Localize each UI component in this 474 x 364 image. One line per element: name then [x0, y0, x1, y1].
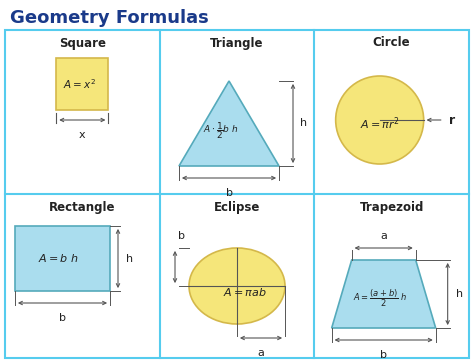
Text: $A = \dfrac{(a+b)}{2}\ h$: $A = \dfrac{(a+b)}{2}\ h$ — [353, 287, 407, 309]
Text: $A = x^2$: $A = x^2$ — [63, 77, 96, 91]
Text: a: a — [380, 231, 387, 241]
Text: b: b — [226, 188, 233, 198]
Text: b: b — [177, 231, 184, 241]
Text: b: b — [59, 313, 66, 323]
Text: Square: Square — [59, 36, 106, 50]
Text: Triangle: Triangle — [210, 36, 264, 50]
Text: b: b — [380, 350, 387, 360]
Text: x: x — [79, 130, 86, 140]
Text: h: h — [456, 289, 463, 299]
Text: Circle: Circle — [373, 36, 410, 50]
Text: r: r — [449, 114, 455, 127]
Text: h: h — [300, 119, 307, 128]
Ellipse shape — [336, 76, 424, 164]
Text: h: h — [126, 253, 133, 264]
Text: Geometry Formulas: Geometry Formulas — [10, 9, 209, 27]
Polygon shape — [332, 260, 436, 328]
Text: Trapezoid: Trapezoid — [359, 201, 424, 214]
Text: a: a — [257, 348, 264, 358]
Text: $A \cdot \dfrac{1}{2}b\ h$: $A \cdot \dfrac{1}{2}b\ h$ — [203, 120, 239, 141]
Ellipse shape — [189, 248, 285, 324]
Text: $A = \pi ab$: $A = \pi ab$ — [223, 286, 267, 298]
Polygon shape — [179, 81, 279, 166]
Bar — [56, 58, 109, 110]
Text: $A = b\ h$: $A = b\ h$ — [38, 253, 79, 265]
Bar — [15, 226, 110, 291]
Text: Eclipse: Eclipse — [214, 201, 260, 214]
Text: Rectangle: Rectangle — [49, 201, 116, 214]
Text: $A = \pi r^2$: $A = \pi r^2$ — [360, 116, 400, 132]
